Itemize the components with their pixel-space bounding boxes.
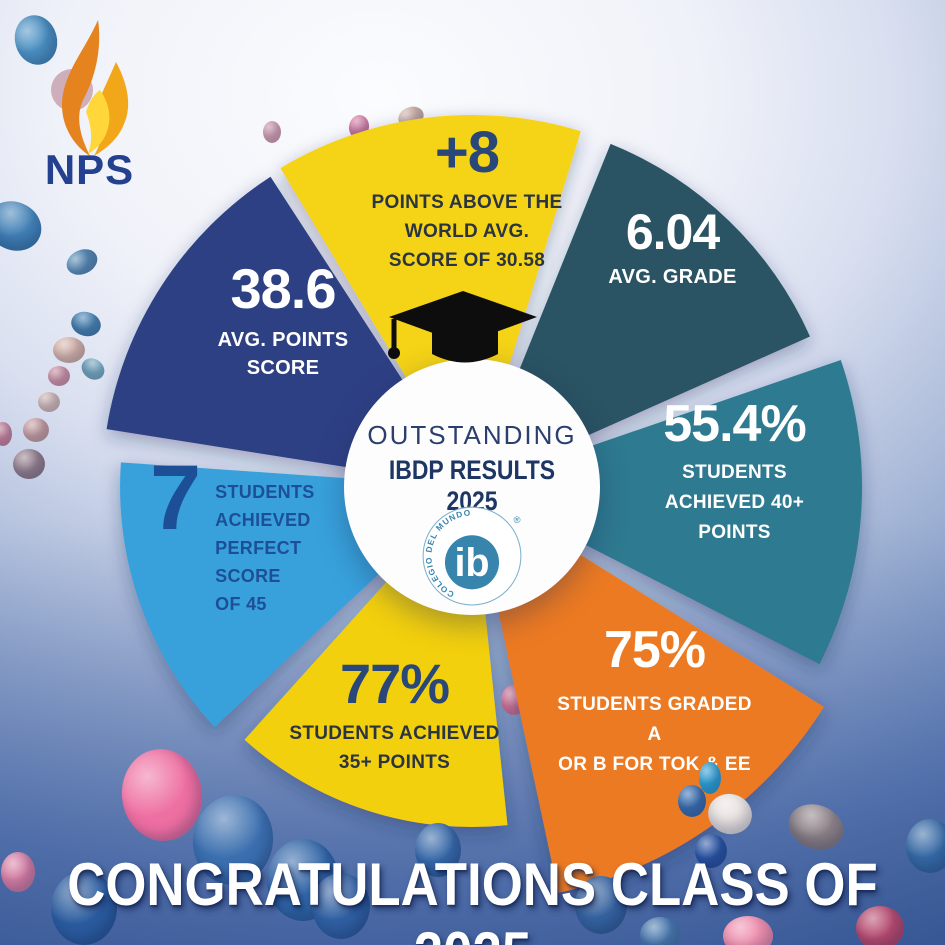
balloon xyxy=(23,418,49,442)
segment-label-students-achieved-35plus: 77% STUDENTS ACHIEVED 35+ POINTS xyxy=(282,655,507,777)
balloon xyxy=(1,852,35,892)
segment-value: 38.6 xyxy=(230,257,337,320)
segment-line: SCORE OF 30.58 xyxy=(388,250,546,271)
congratulations-headline: CONGRATULATIONS CLASS OF 2025 xyxy=(67,851,878,945)
ib-world-school-logo: COLEGIO DEL MUNDO · WORLD SCHOOL · ÉCOLE… xyxy=(420,502,522,606)
registered-mark: ® xyxy=(514,515,521,525)
segment-value: 7 xyxy=(150,447,202,549)
segment-label-points-above-world-avg: +8 POINTS ABOVE THE WORLD AVG. SCORE OF … xyxy=(342,122,592,275)
segment-line: STUDENTS xyxy=(215,482,315,502)
segment-line: SCORE xyxy=(246,357,320,379)
hub-title-line1: OUTSTANDING xyxy=(367,420,577,450)
ib-monogram: ib xyxy=(454,541,489,585)
segment-value: 6.04 xyxy=(625,204,720,260)
nps-flame-icon xyxy=(51,20,129,156)
segment-label-students-achieved-40plus: 55.4% STUDENTS ACHIEVED 40+ POINTS xyxy=(622,396,847,548)
segment-line: ACHIEVED 40+ xyxy=(664,492,805,513)
balloon xyxy=(51,871,117,945)
balloon xyxy=(53,337,85,363)
nps-logo-text: NPS xyxy=(44,146,135,193)
balloon xyxy=(906,819,945,873)
segment-value: 55.4% xyxy=(663,395,806,453)
balloon xyxy=(312,873,370,939)
segment-line: POINTS xyxy=(698,522,771,543)
segment-value: 75% xyxy=(603,621,706,679)
balloon xyxy=(415,823,461,877)
balloon xyxy=(0,422,12,446)
balloon xyxy=(13,449,45,479)
balloon xyxy=(640,917,680,945)
segment-label-avg-grade: 6.04 AVG. GRADE xyxy=(580,206,765,290)
segment-line: OF 45 xyxy=(215,594,267,614)
segment-line: STUDENTS xyxy=(682,462,787,483)
segment-line: STUDENTS ACHIEVED xyxy=(289,723,500,744)
segment-label-perfect-score-students: 7 STUDENTS ACHIEVED PERFECT SCORE OF 45 xyxy=(150,452,360,618)
segment-line: 35+ POINTS xyxy=(338,752,451,773)
balloon xyxy=(695,834,727,868)
segment-line: POINTS ABOVE THE xyxy=(371,192,563,213)
balloon xyxy=(856,906,904,945)
balloon xyxy=(699,762,721,794)
segment-line: ACHIEVED xyxy=(215,510,311,530)
balloon xyxy=(575,876,627,934)
balloon xyxy=(782,796,850,858)
segment-line: WORLD AVG. xyxy=(404,221,530,242)
balloon xyxy=(263,121,281,143)
balloon xyxy=(38,392,60,412)
segment-value: 77% xyxy=(339,652,450,715)
balloon xyxy=(48,366,70,386)
balloon xyxy=(678,785,706,817)
segment-line: SCORE xyxy=(215,566,281,586)
balloon xyxy=(723,916,773,945)
segment-label-avg-points-score: 38.6 AVG. POINTS SCORE xyxy=(178,260,388,382)
segment-line: AVG. GRADE xyxy=(608,266,737,288)
segment-line: STUDENTS GRADED A xyxy=(557,694,752,745)
segment-line: PERFECT xyxy=(215,538,302,558)
balloon xyxy=(703,788,757,840)
segment-line: AVG. POINTS xyxy=(217,329,349,351)
segment-value: +8 xyxy=(434,120,500,185)
